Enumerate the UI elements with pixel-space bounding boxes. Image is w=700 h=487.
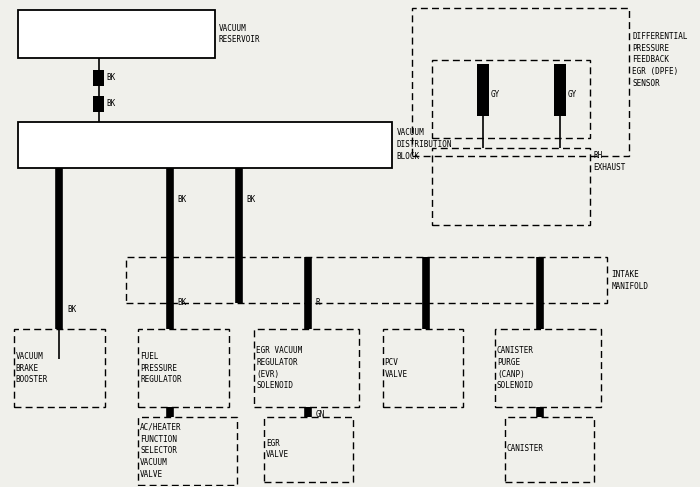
Text: BK: BK — [246, 195, 256, 204]
Bar — [254, 329, 359, 407]
Text: DIFFERENTIAL
PRESSURE
FEEDBACK
EGR (DPFE)
SENSOR: DIFFERENTIAL PRESSURE FEEDBACK EGR (DPFE… — [632, 32, 687, 88]
Text: VACUUM
DISTRIBUTION
BLOCK: VACUUM DISTRIBUTION BLOCK — [396, 129, 452, 161]
Bar — [495, 329, 601, 407]
Bar — [383, 329, 463, 407]
Bar — [412, 8, 629, 156]
Text: VACUUM
RESERVOIR: VACUUM RESERVOIR — [219, 23, 260, 44]
Bar — [505, 417, 594, 482]
Text: BK: BK — [67, 305, 76, 314]
Bar — [554, 64, 566, 116]
Text: CANISTER: CANISTER — [507, 445, 544, 453]
Text: EGR VACUUM
REGULATOR
(EVR)
SOLENOID: EGR VACUUM REGULATOR (EVR) SOLENOID — [256, 346, 302, 390]
Text: GY: GY — [491, 90, 500, 99]
Bar — [93, 70, 104, 86]
Text: GY: GY — [568, 90, 578, 99]
Bar — [432, 60, 589, 138]
Bar — [477, 64, 489, 116]
Text: AC/HEATER
FUNCTION
SELECTOR
VACUUM
VALVE: AC/HEATER FUNCTION SELECTOR VACUUM VALVE — [140, 423, 181, 479]
Text: BK: BK — [106, 99, 116, 108]
Bar — [14, 329, 104, 407]
Bar — [138, 329, 229, 407]
Text: FUEL
PRESSURE
REGULATOR: FUEL PRESSURE REGULATOR — [140, 352, 181, 384]
Text: RH
EXHAUST: RH EXHAUST — [594, 151, 626, 172]
Text: INTAKE
MANIFOLD: INTAKE MANIFOLD — [611, 270, 648, 291]
Bar — [138, 417, 237, 485]
Text: BK: BK — [178, 298, 187, 307]
Text: BK: BK — [106, 74, 116, 82]
Text: CANISTER
PURGE
(CANP)
SOLENOID: CANISTER PURGE (CANP) SOLENOID — [497, 346, 534, 390]
Bar — [126, 258, 608, 303]
Text: VACUUM
BRAKE
BOOSTER: VACUUM BRAKE BOOSTER — [16, 352, 48, 384]
Text: GN: GN — [316, 410, 325, 418]
Text: EGR
VALVE: EGR VALVE — [266, 438, 289, 459]
Bar — [18, 10, 215, 58]
Text: R: R — [316, 298, 320, 307]
Bar — [18, 122, 393, 168]
Bar — [265, 417, 353, 482]
Text: BK: BK — [178, 195, 187, 204]
Text: PCV
VALVE: PCV VALVE — [384, 358, 407, 378]
Bar — [432, 148, 589, 225]
Bar — [93, 96, 104, 112]
